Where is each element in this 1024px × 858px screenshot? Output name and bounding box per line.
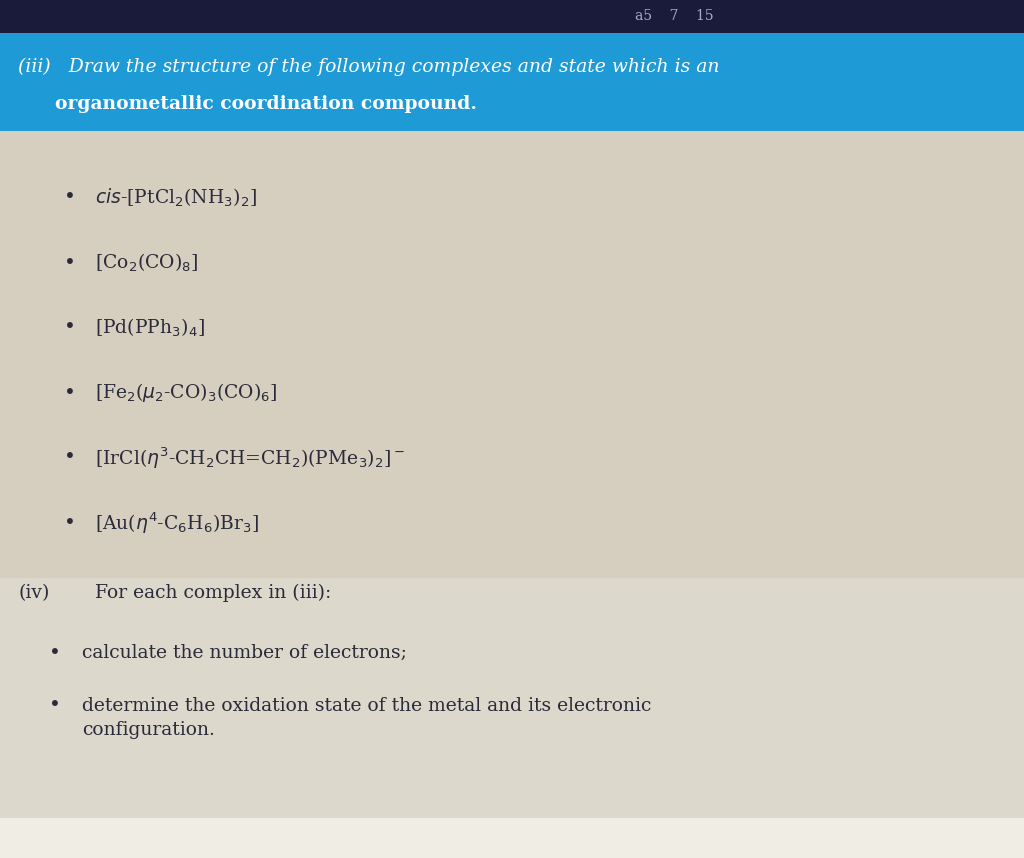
Text: calculate the number of electrons;: calculate the number of electrons; — [82, 644, 407, 662]
Text: organometallic coordination compound.: organometallic coordination compound. — [55, 94, 477, 112]
Text: determine the oxidation state of the metal and its electronic: determine the oxidation state of the met… — [82, 697, 651, 715]
Text: $cis$-[PtCl$_2$(NH$_3$)$_2$]: $cis$-[PtCl$_2$(NH$_3$)$_2$] — [95, 187, 257, 209]
Text: •: • — [65, 513, 76, 533]
Text: configuration.: configuration. — [82, 721, 215, 739]
Text: [Pd(PPh$_3$)$_4$]: [Pd(PPh$_3$)$_4$] — [95, 317, 205, 339]
Text: a5    7    15: a5 7 15 — [635, 9, 714, 23]
Bar — [0, 578, 1024, 858]
Bar — [0, 0, 1024, 33]
Bar — [0, 33, 1024, 131]
Text: •: • — [49, 697, 61, 716]
Text: •: • — [65, 253, 76, 273]
Text: (iv): (iv) — [18, 584, 49, 602]
Text: [Co$_2$(CO)$_8$]: [Co$_2$(CO)$_8$] — [95, 252, 199, 275]
Text: •: • — [65, 384, 76, 402]
Text: (iii)   Draw the structure of the following complexes and state which is an: (iii) Draw the structure of the followin… — [18, 58, 720, 76]
Bar — [0, 818, 1024, 858]
Text: •: • — [65, 449, 76, 468]
Text: •: • — [65, 189, 76, 208]
Text: [IrCl($\eta^3$-CH$_2$CH=CH$_2$)(PMe$_3$)$_2$]$^-$: [IrCl($\eta^3$-CH$_2$CH=CH$_2$)(PMe$_3$)… — [95, 445, 406, 471]
Text: •: • — [49, 644, 61, 662]
Text: •: • — [65, 318, 76, 337]
Text: For each complex in (iii):: For each complex in (iii): — [95, 584, 331, 602]
Bar — [0, 131, 1024, 858]
Text: [Fe$_2$($\mu_2$-CO)$_3$(CO)$_6$]: [Fe$_2$($\mu_2$-CO)$_3$(CO)$_6$] — [95, 382, 278, 404]
Text: [Au($\eta^4$-C$_6$H$_6$)Br$_3$]: [Au($\eta^4$-C$_6$H$_6$)Br$_3$] — [95, 511, 259, 535]
